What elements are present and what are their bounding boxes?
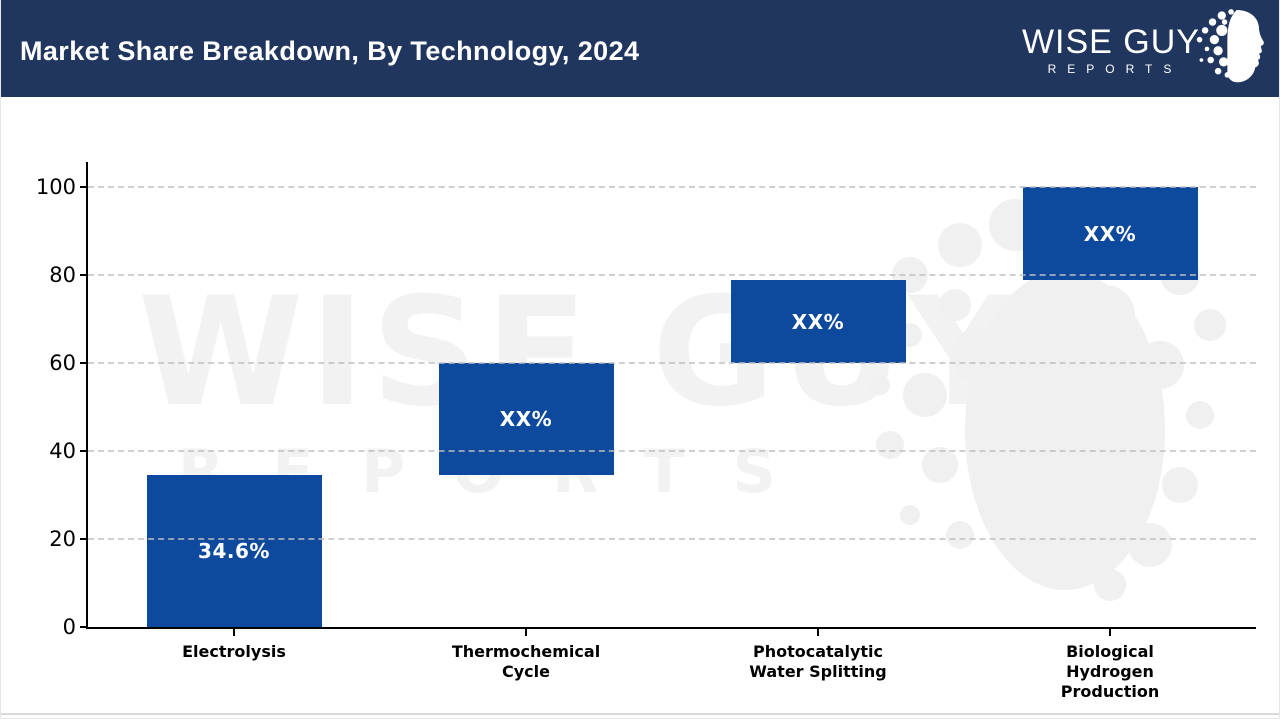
- x-tickmark-thermochemical: [525, 629, 527, 636]
- x-tickmark-biological: [1109, 629, 1111, 636]
- y-tickmark-40: [80, 450, 88, 452]
- y-tick-label-80: 80: [49, 263, 76, 287]
- y-gridline-80: [88, 274, 1256, 276]
- bar-value-label-electrolysis: 34.6%: [198, 538, 270, 563]
- y-tick-label-0: 0: [62, 615, 76, 639]
- bar-biological: XX%: [1022, 187, 1198, 281]
- bar-value-label-photocatalytic: XX%: [791, 309, 845, 334]
- y-tickmark-80: [80, 274, 88, 276]
- y-gridline-100: [88, 186, 1256, 188]
- bar-thermochemical: XX%: [438, 363, 614, 475]
- chart-title: Market Share Breakdown, By Technology, 2…: [20, 36, 640, 66]
- y-axis-spine: [86, 162, 88, 629]
- y-tick-label-100: 100: [35, 175, 76, 199]
- footer-divider-line: [0, 713, 1280, 715]
- wise-guy-logo: WISE GUY REPORTS: [1022, 8, 1270, 92]
- bar-value-label-biological: XX%: [1083, 221, 1137, 246]
- y-gridline-20: [88, 538, 1256, 540]
- y-gridline-60: [88, 362, 1256, 364]
- bar-value-label-thermochemical: XX%: [499, 406, 553, 431]
- y-tickmark-60: [80, 362, 88, 364]
- x-category-label-thermochemical: Thermochemical Cycle: [451, 642, 601, 681]
- y-tick-label-60: 60: [49, 351, 76, 375]
- header-bar: Market Share Breakdown, By Technology, 2…: [0, 0, 1280, 97]
- y-gridline-40: [88, 450, 1256, 452]
- bar-photocatalytic: XX%: [730, 280, 906, 363]
- y-tickmark-20: [80, 538, 88, 540]
- waterfall-chart: 0 20 40 60 80 100 34.6% Electrolysis XX% Thermoch…: [0, 97, 1280, 720]
- x-category-label-electrolysis: Electrolysis: [182, 642, 286, 661]
- logo-text: WISE GUY REPORTS: [1021, 23, 1200, 76]
- logo-wiseguy-text: WISE GUY: [1021, 23, 1200, 62]
- logo-reports-text: REPORTS: [1047, 61, 1183, 76]
- bar-electrolysis: 34.6%: [146, 474, 322, 627]
- x-tickmark-electrolysis: [233, 629, 235, 636]
- y-tick-label-20: 20: [49, 527, 76, 551]
- y-tickmark-0: [80, 626, 88, 628]
- x-category-label-photocatalytic: Photocatalytic Water Splitting: [749, 642, 887, 681]
- logo-face-icon: [1194, 8, 1270, 92]
- x-category-label-biological: Biological Hydrogen Production: [1060, 642, 1160, 701]
- y-tick-label-40: 40: [49, 439, 76, 463]
- x-axis-spine: [86, 627, 1256, 629]
- y-tickmark-100: [80, 186, 88, 188]
- x-tickmark-photocatalytic: [817, 629, 819, 636]
